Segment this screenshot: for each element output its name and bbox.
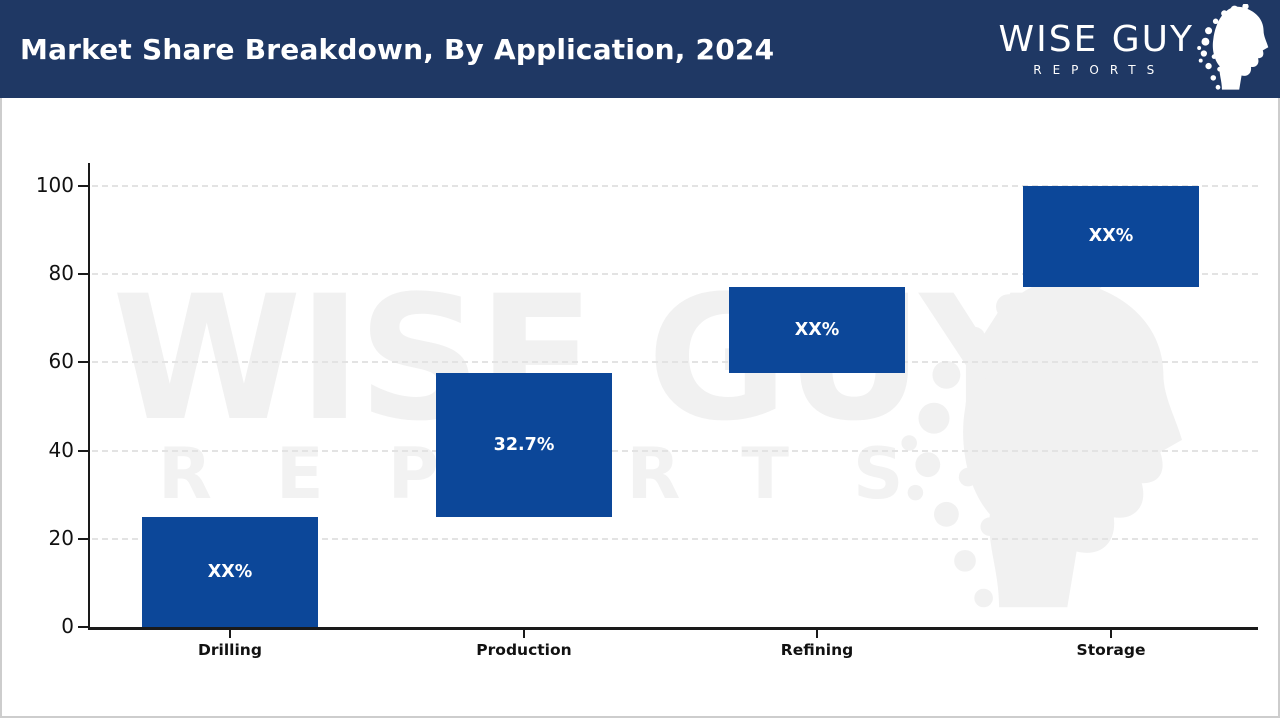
y-tick-label: 20 xyxy=(48,525,74,550)
y-tick-mark xyxy=(78,537,90,540)
gridline-20 xyxy=(92,537,1258,540)
bar-value-label: XX% xyxy=(207,561,253,582)
y-tick-label: 60 xyxy=(48,349,74,374)
bar-value-label: 32.7% xyxy=(493,434,555,455)
y-tick-label: 100 xyxy=(35,173,74,197)
brand-name: WISE GUY xyxy=(998,19,1194,60)
y-tick-label: 80 xyxy=(48,261,74,286)
page-title: Market Share Breakdown, By Application, … xyxy=(20,32,775,66)
y-tick-mark xyxy=(78,626,90,628)
y-tick-mark xyxy=(78,185,90,187)
brand-subtitle: REPORTS xyxy=(1033,63,1166,77)
y-tick-mark xyxy=(78,449,90,452)
x-tick-mark xyxy=(229,630,231,638)
y-tick-label: 40 xyxy=(48,437,74,462)
canvas-frame xyxy=(0,98,1280,718)
brand-logo: WISE GUY REPORTS xyxy=(999,4,1271,92)
bar-value-label: XX% xyxy=(794,319,840,340)
x-tick-mark xyxy=(1110,630,1112,638)
bar-refining: XX% xyxy=(729,286,905,373)
x-tick-mark xyxy=(523,630,525,638)
y-tick-label: 0 xyxy=(61,614,74,638)
y-tick-mark xyxy=(78,273,90,276)
y-tick-mark xyxy=(78,361,90,364)
bar-production: 32.7% xyxy=(436,372,612,517)
y-axis-line xyxy=(88,163,90,630)
header: Market Share Breakdown, By Application, … xyxy=(0,0,1280,98)
x-tick-mark xyxy=(816,630,818,638)
x-category-label: Storage xyxy=(1076,641,1146,659)
gridline-100 xyxy=(92,185,1258,187)
bar-value-label: XX% xyxy=(1088,226,1134,247)
x-axis-line xyxy=(88,627,1258,630)
gridline-80 xyxy=(92,273,1258,276)
x-category-label: Drilling xyxy=(198,641,262,659)
x-category-label: Refining xyxy=(780,641,854,659)
gridline-60 xyxy=(92,361,1258,364)
gridline-40 xyxy=(92,449,1258,452)
x-category-label: Production xyxy=(476,641,572,659)
bar-storage: XX% xyxy=(1023,186,1199,287)
bar-drilling: XX% xyxy=(142,516,318,627)
brand-logo-text: WISE GUY REPORTS xyxy=(998,19,1195,78)
